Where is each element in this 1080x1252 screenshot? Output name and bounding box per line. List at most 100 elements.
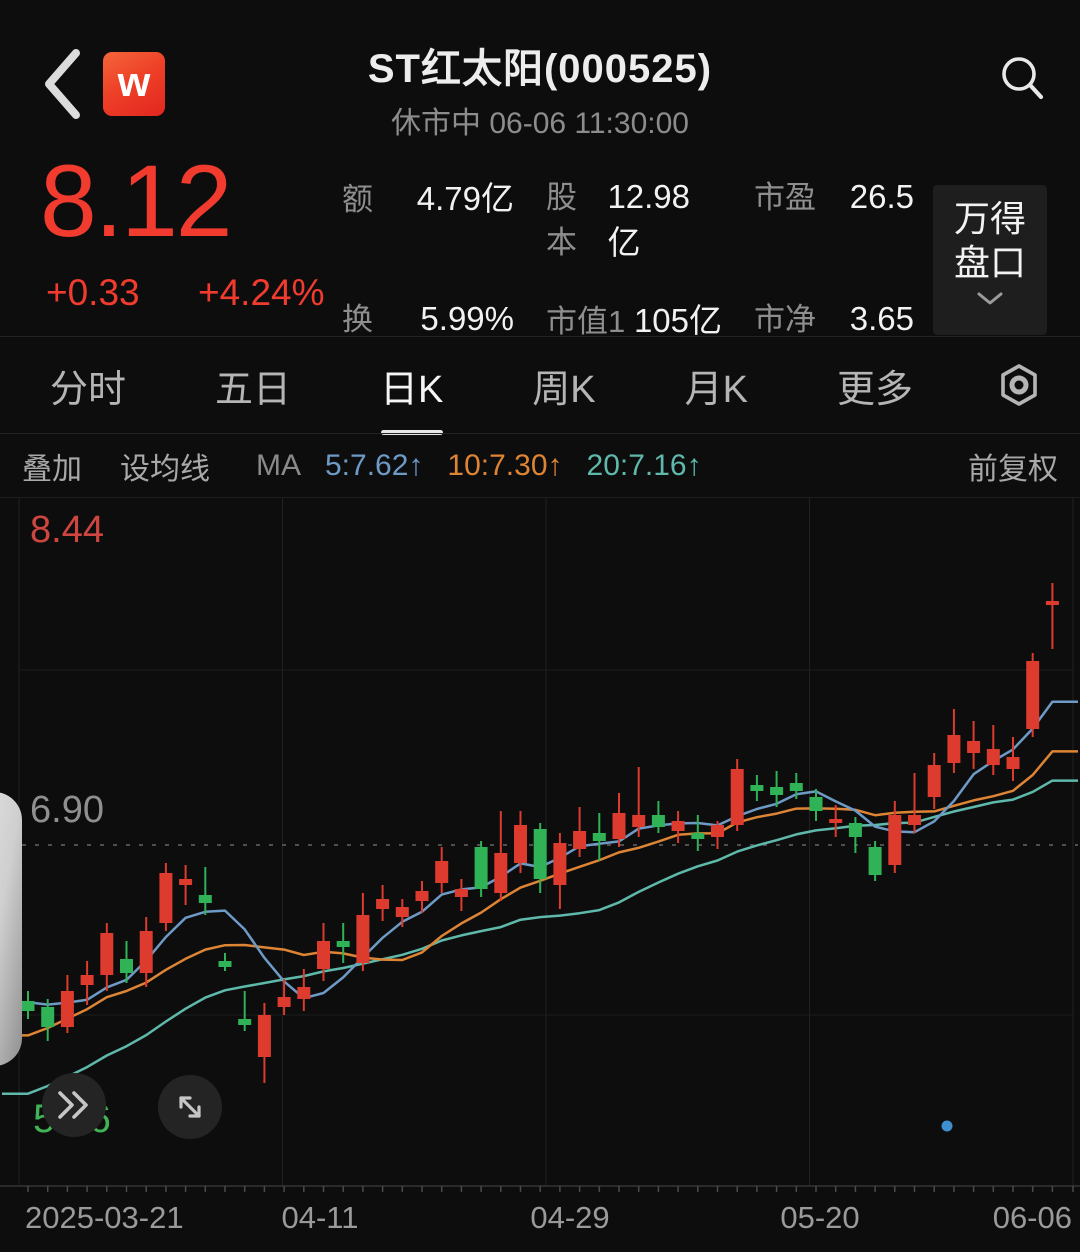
candle xyxy=(750,785,764,791)
candle xyxy=(179,879,193,885)
axis-mid-label: 6.90 xyxy=(30,789,104,831)
stat-label: 市值1 xyxy=(546,304,626,339)
candle xyxy=(336,941,350,947)
stat-cell: 额 4.79亿 xyxy=(342,172,514,264)
candle xyxy=(21,1001,35,1011)
quote-section: 8.12 +0.33 +4.24% 额 4.79亿 股本 12.98亿 市盈 26.5 换 5… xyxy=(0,150,1080,339)
stat-cell: 换 5.99% xyxy=(342,294,514,342)
page-title: ST红太阳(000525) xyxy=(367,47,713,91)
marker-dot xyxy=(941,1120,953,1132)
candle xyxy=(711,825,724,837)
tab-分时[interactable]: 分时 xyxy=(50,368,127,411)
candle xyxy=(100,933,114,975)
stat-label: 市盈 xyxy=(754,180,816,215)
adjust-mode-button[interactable]: 前复权 xyxy=(968,452,1058,486)
candle xyxy=(395,907,409,917)
candle xyxy=(1006,757,1020,769)
candle xyxy=(454,889,468,897)
candle xyxy=(651,815,665,827)
chevron-down-icon xyxy=(977,292,1003,305)
fullscreen-button[interactable] xyxy=(158,1075,222,1139)
divider xyxy=(0,433,1080,434)
tab-五日[interactable]: 五日 xyxy=(214,368,291,411)
candle xyxy=(789,783,803,791)
candle xyxy=(139,931,153,973)
overlay-button[interactable]: 叠加 xyxy=(22,452,82,486)
candle xyxy=(317,941,330,969)
candle xyxy=(927,765,941,797)
candle xyxy=(848,823,862,837)
candle xyxy=(809,797,823,811)
candle xyxy=(415,891,429,901)
candle xyxy=(238,1019,252,1025)
tab-月K[interactable]: 月K xyxy=(684,368,748,411)
candle xyxy=(691,833,705,839)
kline-settings-icon[interactable] xyxy=(998,362,1040,408)
candle xyxy=(967,741,981,753)
candle xyxy=(159,873,173,923)
tab-更多[interactable]: 更多 xyxy=(836,368,913,411)
tab-日K[interactable]: 日K xyxy=(376,344,447,427)
stat-label: 额 xyxy=(342,182,373,217)
candle xyxy=(376,899,390,909)
divider xyxy=(0,497,1080,498)
x-axis-label: 05-20 xyxy=(780,1200,860,1235)
x-axis-label: 04-29 xyxy=(530,1200,610,1235)
ma-legend: 5:7.62↑ 10:7.30↑ 20:7.16↑ xyxy=(301,449,702,483)
candle xyxy=(632,815,646,827)
x-axis: 2025-03-21 04-11 04-29 05-20 06-06 xyxy=(0,1192,1080,1252)
candle xyxy=(868,847,882,875)
wind-panel-label-1: 万得 xyxy=(953,198,1026,239)
header: w ST红太阳(000525) 休市中 06-06 11:30:00 xyxy=(0,0,1080,150)
x-axis-label: 2025-03-21 xyxy=(25,1200,184,1235)
period-tab-bar: 分时 五日 日K 周K 月K 更多 xyxy=(0,337,1080,433)
candle xyxy=(120,959,133,973)
candle xyxy=(829,819,843,823)
x-axis-label: 04-11 xyxy=(281,1200,359,1235)
search-icon[interactable] xyxy=(998,54,1048,106)
candle xyxy=(41,1007,55,1027)
candlestick-chart[interactable]: 8.44 6.90 5.36 xyxy=(0,497,1080,1192)
stat-label: 市净 xyxy=(754,302,816,337)
market-status: 休市中 06-06 11:30:00 xyxy=(391,107,689,140)
set-ma-button[interactable]: 设均线 xyxy=(120,452,210,486)
candle xyxy=(888,815,902,865)
candle xyxy=(1045,601,1059,605)
wind-order-book-button[interactable]: 万得 盘口 xyxy=(933,185,1047,335)
candle xyxy=(218,961,232,967)
x-axis-label: 06-06 xyxy=(992,1200,1072,1235)
candle xyxy=(592,833,606,841)
candle xyxy=(80,975,94,985)
price-change-percent: +4.24% xyxy=(198,272,325,313)
show-more-bars-button[interactable] xyxy=(42,1073,106,1137)
candle xyxy=(730,769,744,825)
ma-entry[interactable]: 5:7.62↑ xyxy=(325,448,424,482)
wind-logo-letter: w xyxy=(117,58,151,105)
ma-entry[interactable]: 20:7.16↑ xyxy=(586,448,702,482)
candle xyxy=(60,991,74,1027)
stat-cell: 市盈 26.5 xyxy=(754,172,914,264)
back-icon[interactable] xyxy=(40,46,84,122)
stat-label: 换 xyxy=(342,302,373,337)
side-drawer-handle[interactable] xyxy=(0,792,22,1066)
stat-cell: 市值1 105亿 xyxy=(546,294,722,342)
axis-max-label: 8.44 xyxy=(30,509,104,551)
candle xyxy=(514,825,527,863)
candle xyxy=(474,847,488,889)
stat-value: 105亿 xyxy=(633,302,722,339)
stat-value: 5.99% xyxy=(420,300,514,337)
tab-周K[interactable]: 周K xyxy=(532,368,596,411)
chart-canvas[interactable] xyxy=(0,497,1080,1192)
ma-entry[interactable]: 10:7.30↑ xyxy=(447,448,563,482)
candle xyxy=(257,1015,271,1057)
stat-value: 12.98亿 xyxy=(607,178,691,261)
price-change: +0.33 xyxy=(46,272,140,313)
candle xyxy=(770,787,784,795)
stats-grid: 额 4.79亿 股本 12.98亿 市盈 26.5 换 5.99% 市值1 105亿 市净 3.65 xyxy=(342,172,914,342)
ma-label: MA xyxy=(256,448,301,482)
candle xyxy=(494,853,508,893)
wind-logo[interactable]: w xyxy=(103,52,165,116)
candle xyxy=(198,895,212,903)
expand-diagonal-icon xyxy=(179,1096,201,1118)
